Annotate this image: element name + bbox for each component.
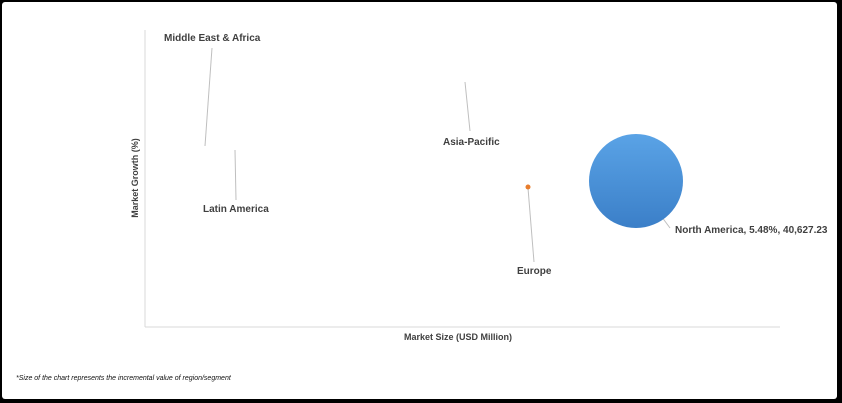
chart-footnote: *Size of the chart represents the increm… <box>16 375 231 382</box>
leader-line-asia-pacific <box>464 81 471 132</box>
y-axis-title: Market Growth (%) <box>130 138 140 218</box>
label-europe: Europe <box>517 266 552 277</box>
leader-line-europe <box>527 187 535 263</box>
label-latin-america: Latin America <box>203 204 269 215</box>
label-middle-east-africa: Middle East & Africa <box>164 33 261 44</box>
bubble-europe <box>525 184 531 190</box>
chart-frame <box>2 2 837 399</box>
leader-line-latin-america <box>234 149 237 201</box>
label-north-america: North America, 5.48%, 40,627.23 <box>675 225 828 236</box>
bubble-north-america <box>589 134 683 228</box>
label-asia-pacific: Asia-Pacific <box>443 137 500 148</box>
x-axis-title: Market Size (USD Million) <box>404 332 512 342</box>
leader-line-middle-east-africa <box>204 47 213 147</box>
